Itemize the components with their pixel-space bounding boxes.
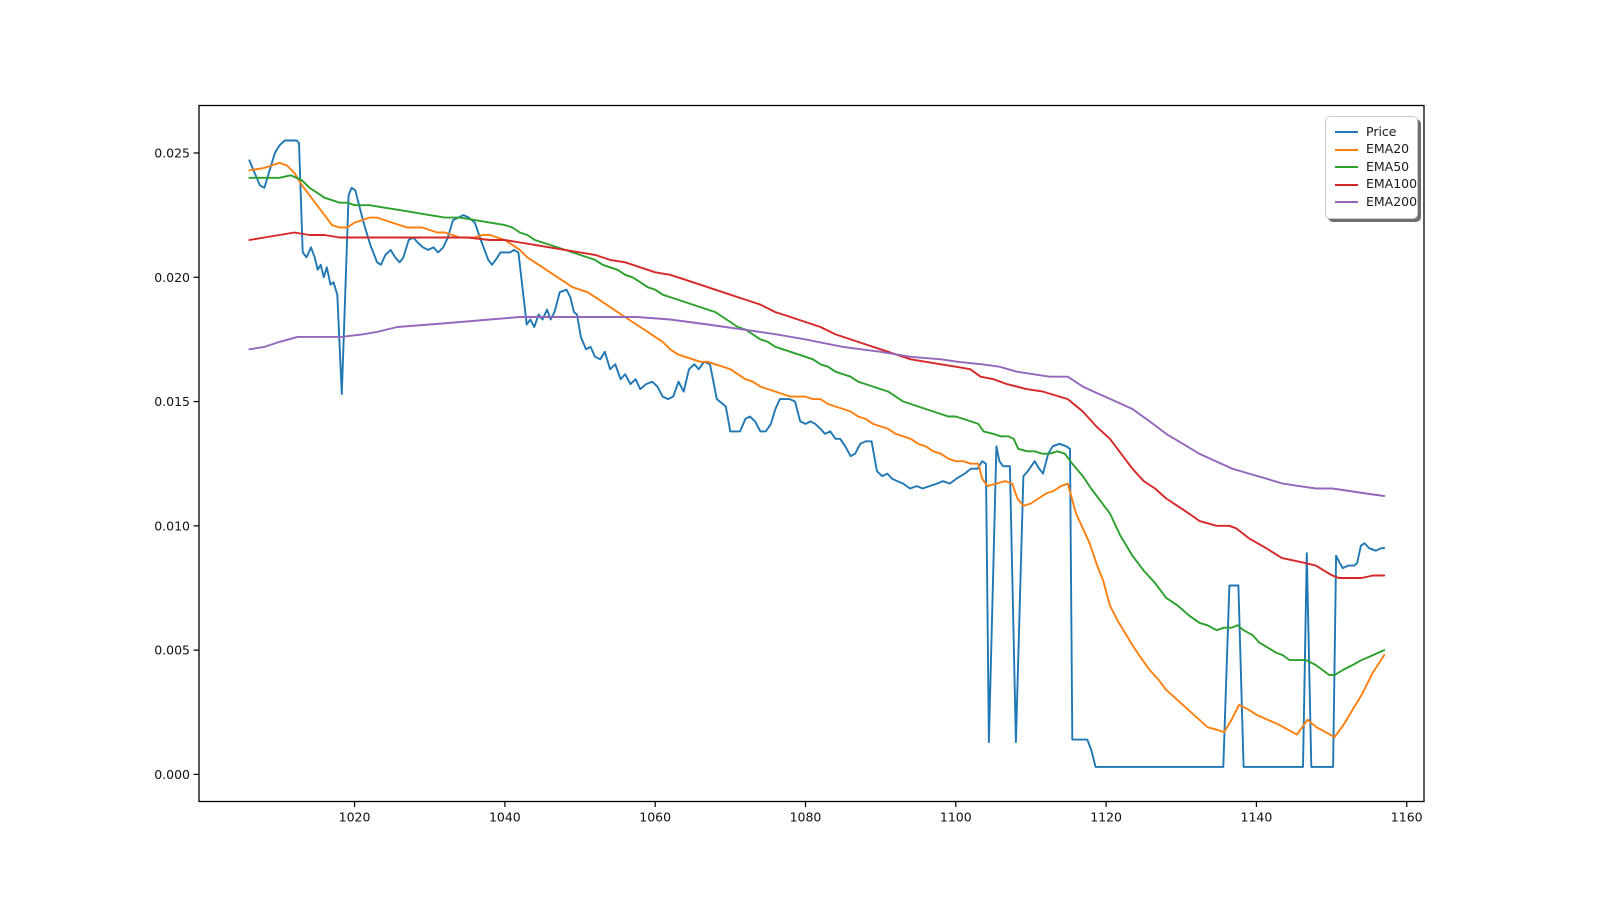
legend-entry-ema100: EMA100 [1335, 177, 1417, 193]
y-tick-label: 0.010 [154, 518, 190, 533]
axes-frame [198, 104, 1425, 803]
x-tick-label: 1060 [639, 810, 671, 825]
legend-entry-ema20: EMA20 [1335, 142, 1411, 158]
y-tick-label: 0.020 [154, 270, 190, 285]
ema200-line-swatch [1335, 201, 1358, 203]
ema50-line-swatch [1335, 166, 1358, 168]
price-line-swatch [1335, 131, 1358, 133]
legend-entry-ema50: EMA50 [1335, 159, 1411, 175]
y-tick-label: 0.000 [154, 767, 190, 782]
legend: Price EMA20 EMA50 EMA100 EMA200 [1325, 116, 1418, 219]
x-tick-label: 1140 [1241, 810, 1273, 825]
x-tick-label: 1020 [339, 810, 371, 825]
y-tick-label: 0.015 [154, 394, 190, 409]
legend-entry-price: Price [1335, 124, 1411, 140]
ema100-line [248, 231, 1386, 579]
legend-label-ema20: EMA20 [1366, 141, 1410, 157]
x-tick-label: 1160 [1391, 810, 1423, 825]
legend-label-price: Price [1366, 123, 1397, 139]
y-tick-label: 0.005 [154, 643, 190, 658]
legend-label-ema100: EMA100 [1366, 176, 1418, 192]
x-tick-label: 1040 [489, 810, 521, 825]
ema50-line [248, 174, 1386, 676]
x-tick-label: 1080 [790, 810, 822, 825]
ema20-line [248, 161, 1386, 739]
ema100-line-swatch [1335, 183, 1358, 186]
x-tick-label: 1120 [1090, 810, 1122, 825]
price-line [248, 139, 1386, 768]
legend-label-ema50: EMA50 [1366, 158, 1410, 174]
legend-label-ema200: EMA200 [1366, 193, 1418, 209]
ema20-line-swatch [1335, 148, 1358, 151]
ema200-line [248, 316, 1386, 497]
legend-entry-ema200: EMA200 [1335, 194, 1417, 210]
y-tick-label: 0.025 [154, 145, 190, 160]
x-tick-label: 1100 [940, 810, 972, 825]
